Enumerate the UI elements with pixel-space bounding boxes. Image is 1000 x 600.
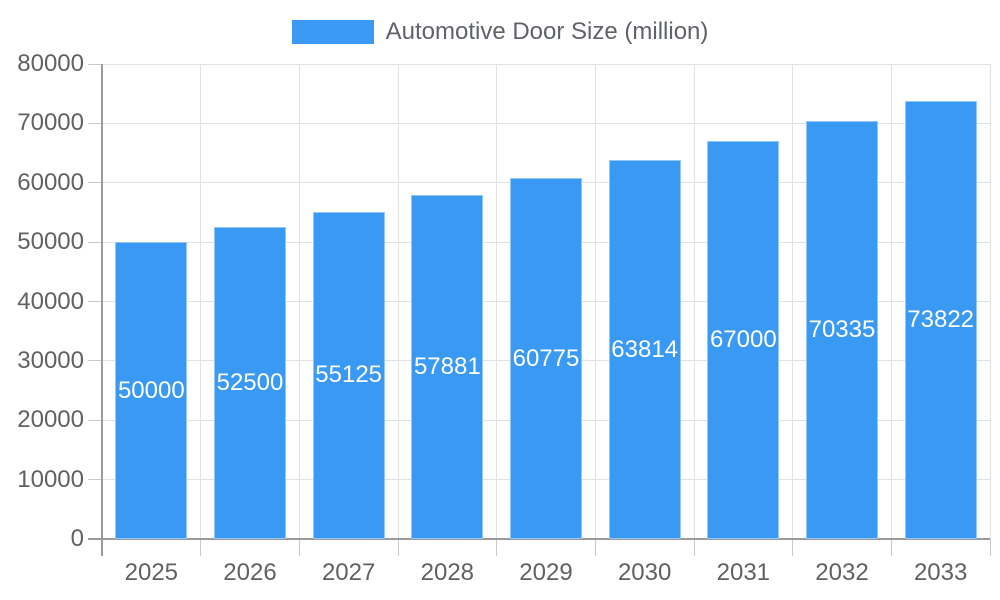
bar-value-label: 60775 (512, 344, 580, 372)
x-axis-label: 2028 (420, 559, 475, 586)
gridline-vertical (594, 64, 596, 539)
x-axis-label: 2033 (913, 559, 968, 586)
legend-label: Automotive Door Size (million) (385, 18, 709, 45)
gridline-vertical (200, 64, 202, 539)
bar-value-label: 50000 (117, 376, 185, 404)
y-axis-label: 20000 (17, 406, 84, 434)
y-axis-line (101, 64, 103, 556)
bar-2032[interactable] (806, 121, 878, 539)
x-axis-label: 2029 (519, 559, 573, 586)
x-axis-tick (792, 539, 794, 556)
y-axis-label: 70000 (17, 109, 84, 137)
gridline-vertical (989, 64, 991, 539)
x-axis-label: 2031 (716, 559, 771, 586)
y-axis-tick (88, 301, 102, 302)
y-axis-tick (88, 241, 102, 243)
x-axis-tick (200, 539, 202, 556)
gridline-vertical (792, 64, 794, 539)
bar-2027[interactable] (312, 211, 385, 539)
x-axis-tick (594, 539, 596, 556)
y-axis-label: 40000 (17, 287, 84, 315)
gridline-vertical (397, 64, 399, 539)
x-axis-tick (890, 539, 892, 556)
y-axis-label: 60000 (17, 168, 84, 196)
x-axis-label: 2025 (124, 559, 179, 586)
bar-value-label: 63814 (611, 335, 679, 363)
x-axis-tick (989, 539, 991, 556)
x-axis-tick (298, 539, 300, 556)
bar-2026[interactable] (214, 227, 286, 539)
y-axis-label: 50000 (17, 228, 84, 256)
gridline-vertical (298, 64, 300, 539)
bar-2031[interactable] (707, 141, 780, 539)
x-axis-tick (496, 539, 498, 556)
bar-2025[interactable] (115, 242, 188, 539)
y-axis-tick (88, 479, 102, 481)
x-axis-label: 2026 (223, 559, 277, 586)
bar-value-label: 73822 (907, 305, 975, 333)
x-axis-label: 2027 (321, 559, 376, 586)
y-axis-tick (88, 63, 102, 65)
y-axis-label: 80000 (17, 50, 84, 77)
bar-2029[interactable] (510, 178, 582, 539)
bar-2033[interactable] (904, 100, 977, 539)
bar-value-label: 67000 (709, 326, 777, 354)
bar-value-label: 70335 (808, 316, 876, 344)
gridline-vertical (496, 64, 498, 539)
gridline-horizontal (102, 63, 990, 65)
legend[interactable]: Automotive Door Size (million) (0, 18, 1000, 46)
y-axis-tick (88, 182, 102, 184)
bar-2028[interactable] (411, 195, 484, 539)
y-axis-label: 10000 (17, 465, 84, 493)
x-axis-label: 2032 (815, 559, 869, 586)
bar-2030[interactable] (608, 160, 681, 539)
gridline-vertical (693, 64, 695, 539)
bar-value-label: 57881 (413, 353, 481, 381)
x-axis-tick (397, 539, 399, 556)
gridline-vertical (890, 64, 892, 539)
legend-swatch (291, 20, 374, 44)
y-axis-label: 0 (70, 525, 84, 552)
bar-value-label: 52500 (216, 369, 284, 397)
y-axis-tick (88, 419, 102, 421)
bar-value-label: 55125 (315, 361, 383, 389)
x-axis-line (88, 538, 990, 540)
y-axis-tick (88, 360, 102, 362)
y-axis-tick (88, 122, 102, 124)
x-axis-tick (693, 539, 695, 556)
x-axis-label: 2030 (617, 559, 672, 586)
gridline-horizontal (102, 122, 990, 124)
y-axis-label: 30000 (17, 346, 84, 374)
